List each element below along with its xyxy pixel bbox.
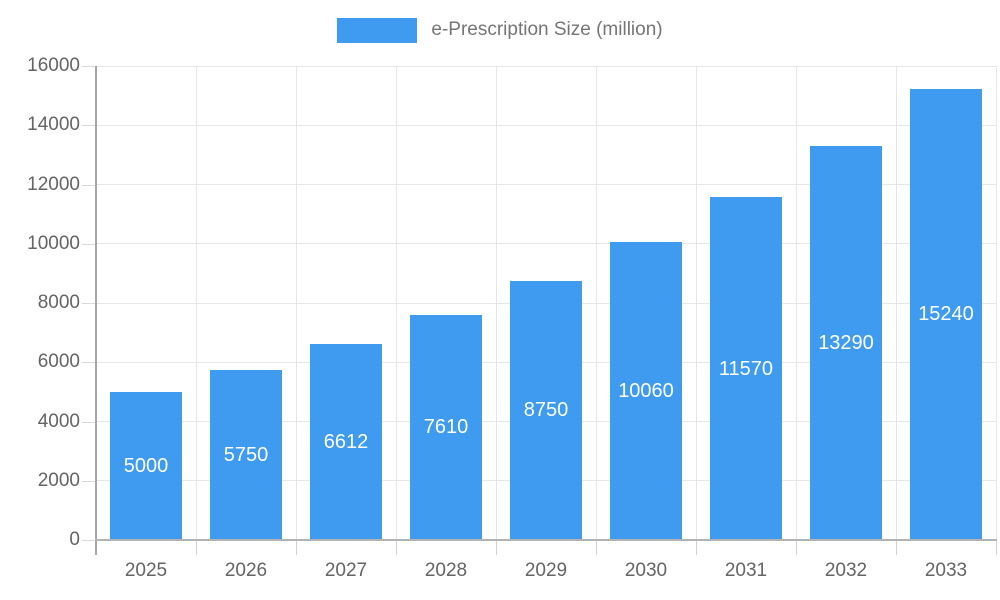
x-axis-line	[95, 539, 997, 541]
x-tick-label-2025: 2025	[124, 560, 168, 581]
y-tick-label-6000: 6000	[37, 351, 80, 373]
x-tick-label-2033: 2033	[924, 560, 968, 581]
x-tick-9	[996, 541, 997, 555]
y-tick-4000	[82, 421, 95, 423]
x-tick-5	[596, 541, 597, 555]
bar-value-label-2033: 15240	[918, 303, 974, 326]
x-tick-label-2029: 2029	[524, 560, 568, 581]
y-tick-2000	[82, 480, 95, 482]
bar-2027[interactable]: 6612	[310, 344, 382, 540]
x-tick-1	[196, 541, 197, 555]
y-axis-line	[95, 66, 97, 555]
y-tick-label-4000: 4000	[37, 410, 80, 432]
x-tick-label-2032: 2032	[824, 560, 868, 581]
bar-value-label-2026: 5750	[223, 443, 269, 466]
legend[interactable]: e-Prescription Size (million)	[0, 15, 1000, 45]
bar-2025[interactable]: 5000	[110, 391, 182, 540]
gridline-h-12000	[96, 184, 996, 185]
y-tick-label-2000: 2000	[37, 469, 80, 491]
y-tick-14000	[82, 125, 95, 127]
bar-2028[interactable]: 7610	[410, 314, 482, 540]
y-tick-label-16000: 16000	[27, 55, 80, 76]
gridline-v-3	[395, 66, 397, 540]
gridline-v-8	[895, 66, 897, 540]
x-tick-6	[696, 541, 697, 555]
x-tick-label-2031: 2031	[724, 560, 768, 581]
bar-2032[interactable]: 13290	[810, 146, 882, 540]
x-tick-label-2026: 2026	[224, 560, 268, 581]
x-tick-3	[396, 541, 397, 555]
y-tick-16000	[82, 66, 95, 67]
x-tick-2	[296, 541, 297, 555]
gridline-v-7	[795, 66, 797, 540]
plot-area: 5000 5750 6612 7610 8750 10060 11570 13290 15240	[96, 65, 997, 540]
gridline-v-9	[995, 66, 997, 540]
legend-swatch	[337, 17, 418, 43]
gridline-h-16000	[96, 65, 996, 67]
gridline-v-5	[595, 66, 597, 540]
bar-value-label-2029: 8750	[523, 399, 569, 422]
bar-value-label-2027: 6612	[323, 431, 369, 454]
gridline-v-1	[195, 66, 197, 540]
bar-2031[interactable]: 11570	[710, 197, 782, 540]
bar-value-label-2030: 10060	[618, 379, 674, 402]
bar-value-label-2025: 5000	[123, 454, 169, 477]
y-tick-label-12000: 12000	[27, 173, 80, 195]
gridline-v-2	[295, 66, 297, 540]
gridline-h-10000	[96, 243, 996, 245]
gridline-v-6	[695, 66, 697, 540]
x-tick-label-2030: 2030	[624, 560, 668, 581]
bar-value-label-2031: 11570	[718, 357, 774, 380]
y-tick-label-0: 0	[69, 529, 80, 550]
y-tick-label-10000: 10000	[27, 232, 80, 254]
y-tick-6000	[82, 362, 95, 364]
bar-2030[interactable]: 10060	[610, 241, 682, 540]
bar-2029[interactable]: 8750	[510, 280, 582, 540]
bar-2026[interactable]: 5750	[210, 369, 282, 540]
x-tick-label-2027: 2027	[324, 560, 368, 581]
x-tick-4	[496, 541, 497, 555]
bar-value-label-2028: 7610	[423, 416, 469, 439]
y-tick-label-14000: 14000	[27, 114, 80, 136]
bar-2033[interactable]: 15240	[910, 88, 982, 540]
y-tick-8000	[82, 303, 95, 304]
bar-value-label-2032: 13290	[818, 332, 874, 355]
y-tick-12000	[82, 184, 95, 186]
x-tick-8	[896, 541, 897, 555]
y-tick-10000	[82, 243, 95, 245]
x-tick-label-2028: 2028	[424, 560, 468, 581]
gridline-v-4	[495, 66, 497, 540]
y-tick-label-8000: 8000	[37, 292, 80, 313]
y-tick-0	[82, 540, 95, 541]
gridline-h-14000	[96, 124, 996, 126]
legend-label: e-Prescription Size (million)	[431, 19, 663, 40]
x-tick-7	[796, 541, 797, 555]
